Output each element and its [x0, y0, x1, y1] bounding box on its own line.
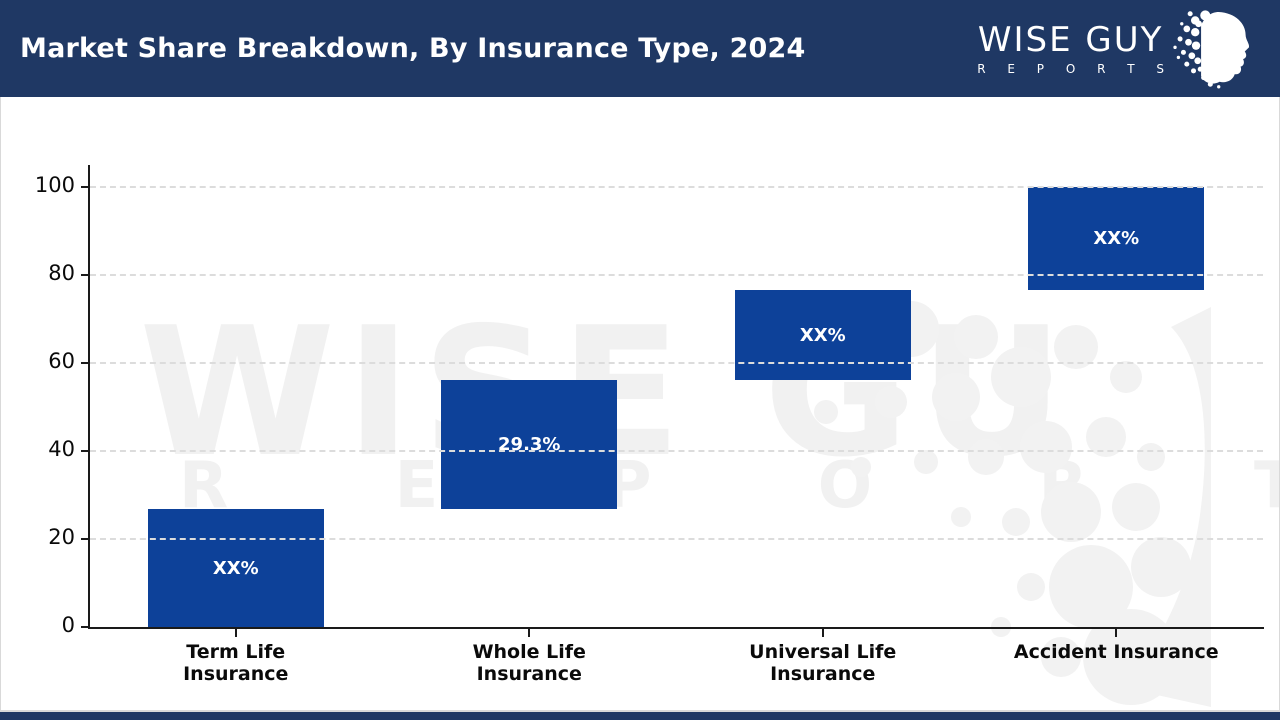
y-tick-mark-20: [81, 538, 88, 540]
gridline-40: [90, 450, 1263, 452]
page-title: Market Share Breakdown, By Insurance Typ…: [20, 33, 806, 64]
footer-divider: [0, 710, 1280, 712]
category-label-2: Whole Life Insurance: [472, 641, 586, 685]
bar-2: 29.3%: [441, 380, 618, 510]
x-tick-mark-4: [1115, 629, 1118, 637]
brand-subtitle: R E P O R T S: [977, 61, 1173, 76]
bar-value-label-2: 29.3%: [498, 434, 561, 456]
category-label-3: Universal Life Insurance: [749, 641, 897, 685]
x-tick-mark-2: [528, 629, 531, 637]
y-tick-label-80: 80: [48, 261, 75, 285]
y-tick-mark-80: [81, 274, 88, 276]
bar-1: XX%: [147, 509, 324, 627]
bar-value-label-4: XX%: [1093, 227, 1140, 249]
bar-value-label-3: XX%: [799, 324, 846, 346]
bar-value-label-1: XX%: [212, 557, 259, 579]
y-tick-mark-60: [81, 362, 88, 364]
category-label-4: Accident Insurance: [1013, 641, 1219, 663]
gridline-80: [90, 274, 1263, 276]
y-tick-label-60: 60: [48, 349, 75, 373]
category-label-1: Term Life Insurance: [183, 641, 289, 685]
bar-3: XX%: [734, 289, 911, 381]
y-axis-line: [88, 165, 90, 627]
brand-logo: WISE GUY R E P O R T S ): [977, 7, 1254, 91]
y-tick-label-0: 0: [61, 613, 75, 637]
x-axis-line: [88, 627, 1264, 629]
bar-4: XX%: [1028, 187, 1205, 290]
brand-logo-text: WISE GUY R E P O R T S: [977, 23, 1164, 75]
y-tick-mark-0: [81, 626, 88, 628]
x-tick-mark-3: [821, 629, 824, 637]
wise-guy-face-icon: ): [1173, 9, 1250, 88]
y-tick-label-20: 20: [48, 525, 75, 549]
header-bar: Market Share Breakdown, By Insurance Typ…: [0, 0, 1280, 97]
brand-name: WISE GUY: [977, 19, 1164, 60]
y-tick-label-40: 40: [48, 437, 75, 461]
gridline-100: [90, 186, 1263, 188]
watermark-dots-face: [775, 301, 1211, 707]
y-tick-label-100: 100: [34, 173, 75, 197]
y-tick-mark-100: [81, 186, 88, 188]
gridline-60: [90, 362, 1263, 364]
footer-bar: [0, 712, 1280, 720]
x-tick-mark-1: [234, 629, 237, 637]
y-tick-mark-40: [81, 450, 88, 452]
gridline-20: [90, 538, 1263, 540]
